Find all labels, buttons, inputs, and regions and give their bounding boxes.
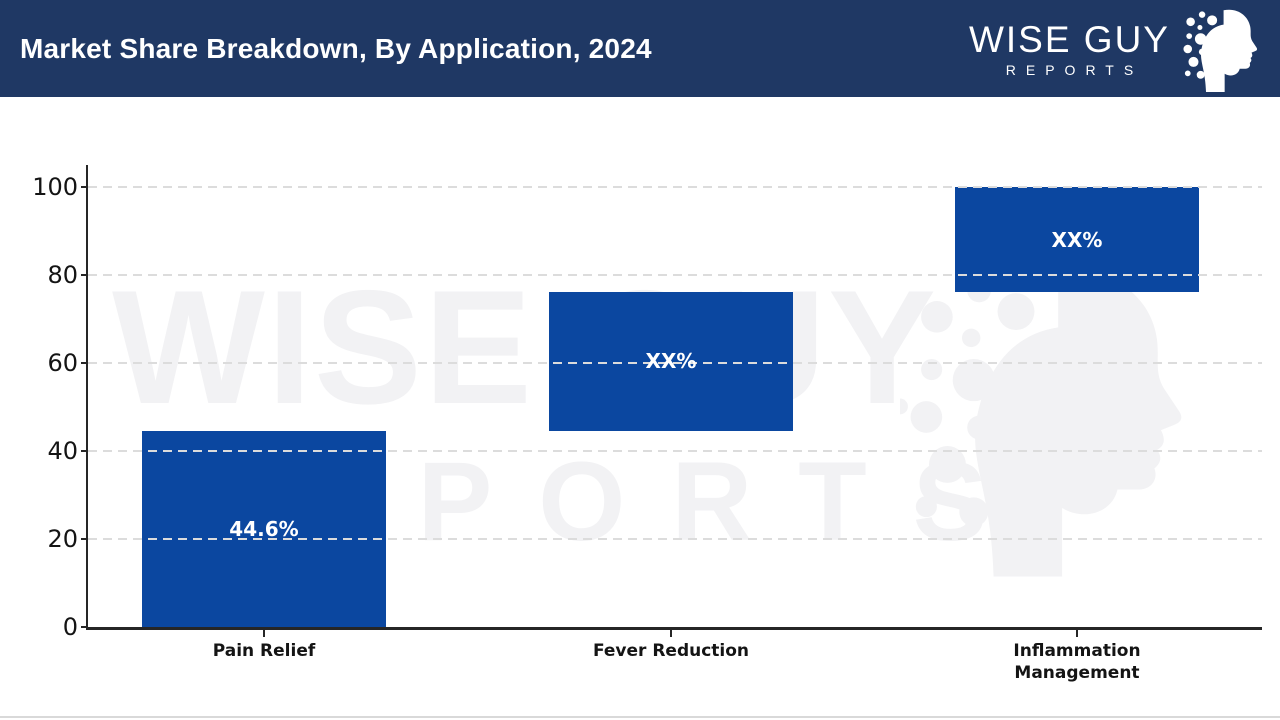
y-tick-mark-80 [81, 274, 88, 276]
bar-value-label-pain-relief: 44.6% [229, 516, 299, 541]
gridline-40 [88, 450, 1262, 452]
watermark-face-icon [900, 272, 1182, 577]
gridline-60 [88, 362, 1262, 364]
x-category-label-inflammation-management: Inflammation Management [1013, 641, 1141, 683]
watermark-wordmark: WISE GUY [112, 257, 939, 438]
y-tick-mark-100 [81, 186, 88, 188]
gridline-20 [88, 538, 1262, 540]
y-tick-mark-20 [81, 538, 88, 540]
x-tick-mark-fever-reduction [670, 629, 672, 637]
y-tick-label-20: 20 [47, 525, 78, 553]
bottom-border-line [0, 716, 1280, 718]
x-tick-mark-pain-relief [263, 629, 265, 637]
y-tick-label-40: 40 [47, 437, 78, 465]
y-tick-label-0: 0 [62, 613, 78, 641]
bar-pain-relief [142, 430, 386, 627]
y-tick-mark-40 [81, 450, 88, 452]
y-tick-mark-0 [81, 626, 88, 628]
y-tick-label-100: 100 [32, 173, 78, 201]
logo-reports-text: REPORTS [1005, 61, 1144, 78]
gridline-80 [88, 274, 1262, 276]
logo-wordmark: WISE GUY [968, 18, 1170, 60]
header-bar: Market Share Breakdown, By Application, … [0, 0, 1280, 97]
y-tick-mark-60 [81, 362, 88, 364]
x-tick-mark-inflammation-management [1076, 629, 1078, 637]
x-category-label-fever-reduction: Fever Reduction [592, 641, 750, 661]
x-axis-line [86, 627, 1262, 630]
y-axis-line [86, 165, 88, 629]
y-tick-label-80: 80 [47, 261, 78, 289]
brand-logo: WISE GUY REPORTS [969, 6, 1266, 92]
bar-fever-reduction [549, 292, 793, 431]
bar-value-label-inflammation-management: XX% [1051, 227, 1103, 252]
bar-value-label-fever-reduction: XX% [645, 349, 697, 374]
x-category-label-pain-relief: Pain Relief [212, 641, 316, 661]
logo-face-icon [1183, 9, 1258, 92]
page-title: Market Share Breakdown, By Application, … [20, 32, 652, 64]
y-tick-label-60: 60 [47, 349, 78, 377]
gridline-100 [88, 186, 1262, 188]
